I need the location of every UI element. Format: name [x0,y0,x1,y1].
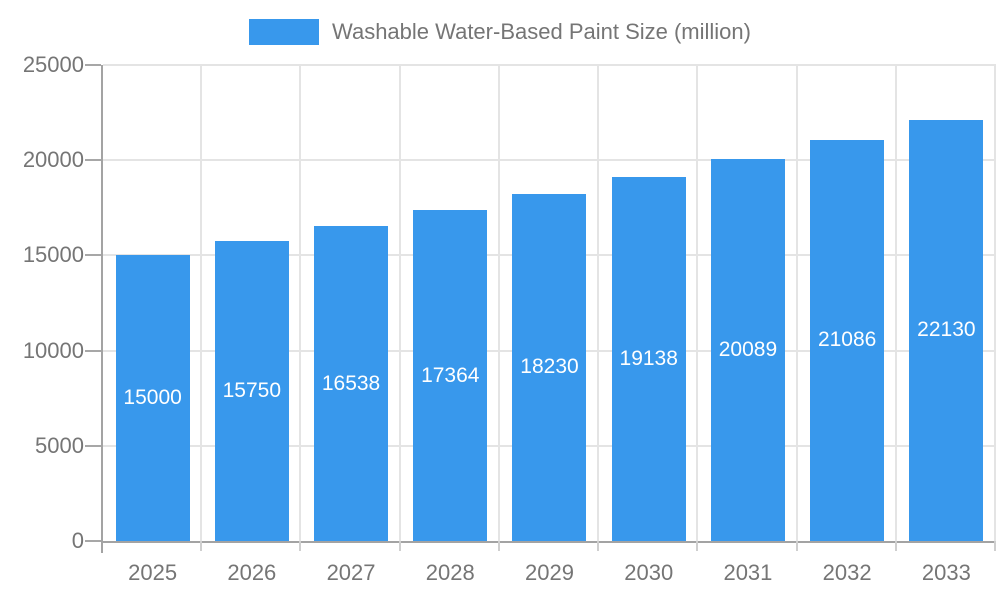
x-axis-tick [299,541,302,551]
h-gridline [103,64,996,66]
x-tick-label: 2029 [525,560,574,585]
y-axis-tick [85,64,101,66]
bar-value-label: 22130 [917,318,976,342]
bar-value-label: 16538 [321,371,381,395]
bar: 21086 [810,139,885,541]
x-tick-label: 2025 [128,560,178,585]
bar-slot: 15000 [103,255,202,541]
x-tick-label: 2026 [227,560,277,585]
y-axis-extension [101,541,103,553]
bar-slot: 17364 [401,210,500,541]
bar-value-label: 19138 [619,346,678,370]
x-tick-label: 2032 [822,560,872,585]
y-tick-label: 10000 [22,337,84,363]
bar-value-label: 15750 [222,379,282,403]
chart-legend: Washable Water-Based Paint Size (million… [0,19,1000,45]
x-axis-tick [994,541,996,551]
x-axis-tick [398,541,401,551]
bar-slot: 21086 [798,139,897,541]
bar: 15750 [214,241,289,541]
bar-value-label: 17364 [421,363,480,387]
v-gridline [299,65,302,541]
y-axis-tick [85,540,101,542]
v-gridline [696,65,699,541]
y-tick-label: 5000 [35,432,84,458]
bar: 15000 [115,255,190,541]
legend-swatch [249,19,320,45]
x-tick-label: 2033 [921,560,971,585]
bar: 20089 [710,158,785,541]
bar: 18230 [512,193,587,541]
v-gridline [597,65,600,541]
bar-value-label: 21086 [817,328,877,352]
y-axis-tick [85,159,101,162]
y-axis-tick [85,444,101,447]
y-tick-label: 0 [71,528,84,553]
x-axis-tick [200,541,203,551]
y-tick-label: 25000 [22,52,84,77]
bar: 22130 [909,119,984,541]
v-gridline [795,65,798,541]
x-tick-label: 2031 [723,560,773,585]
bar-slot: 22130 [897,119,996,541]
y-tick-label: 15000 [22,242,84,268]
h-gridline [103,159,996,162]
bar-value-label: 20089 [718,337,778,361]
v-gridline [994,65,996,541]
bar-value-label: 18230 [520,355,579,379]
bar: 17364 [413,210,488,541]
bar-slot: 15750 [202,241,301,541]
x-axis-tick [696,541,699,551]
y-axis-tick [85,349,101,352]
bar-slot: 18230 [500,193,599,541]
bar-slot: 19138 [599,176,698,541]
v-gridline [497,65,500,541]
legend-label: Washable Water-Based Paint Size (million… [332,19,751,44]
v-gridline [894,65,897,541]
y-axis-tick [85,254,101,257]
bar: 19138 [611,176,686,541]
v-gridline [398,65,401,541]
bar-slot: 16538 [301,226,400,541]
x-tick-label: 2030 [624,560,674,585]
x-axis-tick [597,541,600,551]
bar-slot: 20089 [698,158,797,541]
y-tick-label: 20000 [22,147,84,173]
v-gridline [200,65,203,541]
plot-area: 0 5000 10000 15000 20000 25000 15000 2025 15750 2… [23,52,996,585]
bar: 16538 [314,226,389,541]
x-axis-tick [795,541,798,551]
x-tick-label: 2027 [326,560,376,585]
x-axis-tick [894,541,897,551]
x-tick-label: 2028 [425,560,475,585]
x-axis-tick [497,541,500,551]
bar-value-label: 15000 [123,386,182,410]
